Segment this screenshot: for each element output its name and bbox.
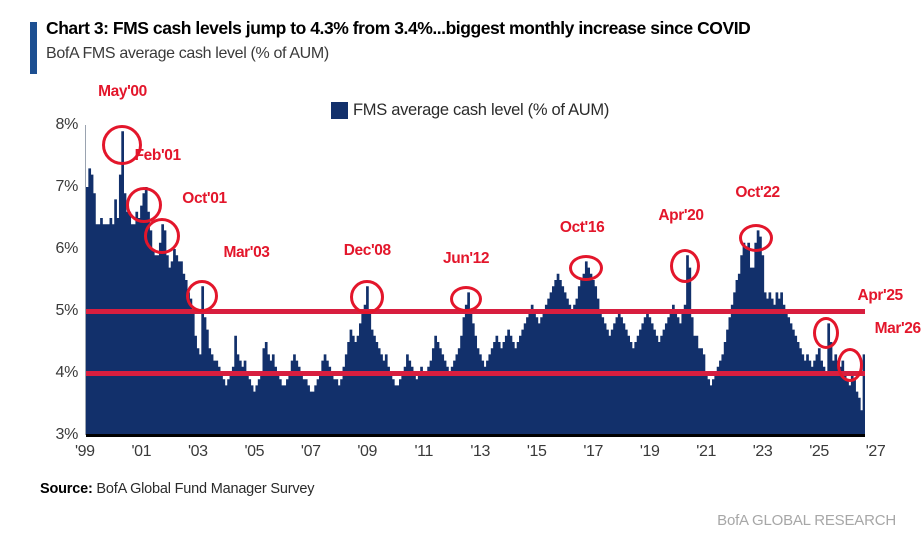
x-axis-tick-23: '23: [752, 443, 773, 460]
annotation-ring-Mar26: [836, 348, 863, 383]
annotation-ring-Oct01: [144, 218, 181, 255]
x-axis-tick-25: '25: [809, 443, 829, 460]
page-subtitle: BofA FMS average cash level (% of AUM): [46, 45, 329, 62]
x-axis-tick-15: '15: [526, 443, 547, 460]
annotation-label-Oct01: Oct'01: [182, 190, 227, 208]
bar-series: [86, 131, 865, 435]
annotation-label-Oct16: Oct'16: [559, 219, 605, 237]
source-label: Source:: [40, 481, 93, 497]
source-note: Source: BofA Global Fund Manager Survey: [40, 481, 314, 497]
annotation-label-Dec08: Dec'08: [343, 242, 391, 260]
y-axis-tick-5: 5%: [55, 302, 78, 319]
x-axis-tick-07: '07: [300, 443, 321, 460]
x-axis-tick-27: '27: [865, 443, 886, 460]
header-accent-bar: [30, 22, 37, 74]
brand-footer: BofA GLOBAL RESEARCH: [717, 512, 896, 529]
annotation-ring-Oct16: [569, 255, 604, 282]
y-axis-line: [85, 125, 86, 435]
annotation-ring-Dec08: [350, 280, 385, 315]
legend-item-label: FMS average cash level (% of AUM): [353, 101, 610, 119]
x-axis-tick-13: '13: [470, 443, 491, 460]
annotation-ring-Apr20: [669, 249, 700, 284]
annotation-ring-Jun12: [450, 286, 483, 313]
annotation-label-Oct22: Oct'22: [735, 184, 780, 202]
source-text: BofA Global Fund Manager Survey: [92, 481, 315, 497]
annotation-label-Apr25: Apr'25: [857, 287, 904, 305]
reference-line-5: [86, 309, 865, 314]
reference-line-4: [86, 371, 865, 376]
y-axis-tick-labels: 3% 4% 5% 6% 7% 8%: [28, 0, 78, 546]
x-axis-tick-99: '99: [74, 443, 95, 460]
annotation-label-Mar03: Mar'03: [223, 244, 270, 262]
annotation-ring-Feb01: [125, 187, 162, 224]
annotation-ring-Apr25: [813, 317, 840, 350]
annotation-ring-May00: [102, 125, 143, 166]
legend-swatch-icon: [331, 102, 348, 119]
x-axis-tick-05: '05: [244, 443, 265, 460]
y-axis-tick-7: 7%: [55, 178, 78, 195]
x-axis-tick-03: '03: [187, 443, 208, 460]
bars-container: [86, 125, 865, 435]
annotation-ring-Oct22: [738, 224, 773, 253]
bar-path: [86, 131, 865, 435]
y-axis-tick-4: 4%: [55, 364, 78, 381]
x-axis-line: [86, 434, 865, 437]
x-axis-tick-21: '21: [696, 443, 716, 460]
x-axis-tick-17: '17: [583, 443, 603, 460]
annotation-label-Jun12: Jun'12: [443, 250, 490, 268]
chart-legend: FMS average cash level (% of AUM): [331, 101, 609, 120]
annotation-ring-Mar03: [186, 280, 219, 313]
x-axis-tick-11: '11: [414, 443, 433, 460]
annotation-label-Apr20: Apr'20: [658, 207, 704, 225]
annotation-label-Mar26: Mar'26: [874, 320, 921, 338]
y-axis-tick-3: 3%: [55, 426, 78, 443]
x-axis-tick-01: '01: [131, 443, 152, 460]
page-title: Chart 3: FMS cash levels jump to 4.3% fr…: [46, 18, 751, 38]
y-axis-tick-6: 6%: [55, 240, 78, 257]
annotation-label-May00: May'00: [98, 83, 147, 101]
x-axis-tick-09: '09: [357, 443, 378, 460]
plot-area: [86, 125, 865, 435]
annotation-label-Feb01: Feb'01: [134, 147, 181, 165]
x-axis-tick-19: '19: [639, 443, 660, 460]
y-axis-tick-8: 8%: [55, 116, 78, 133]
